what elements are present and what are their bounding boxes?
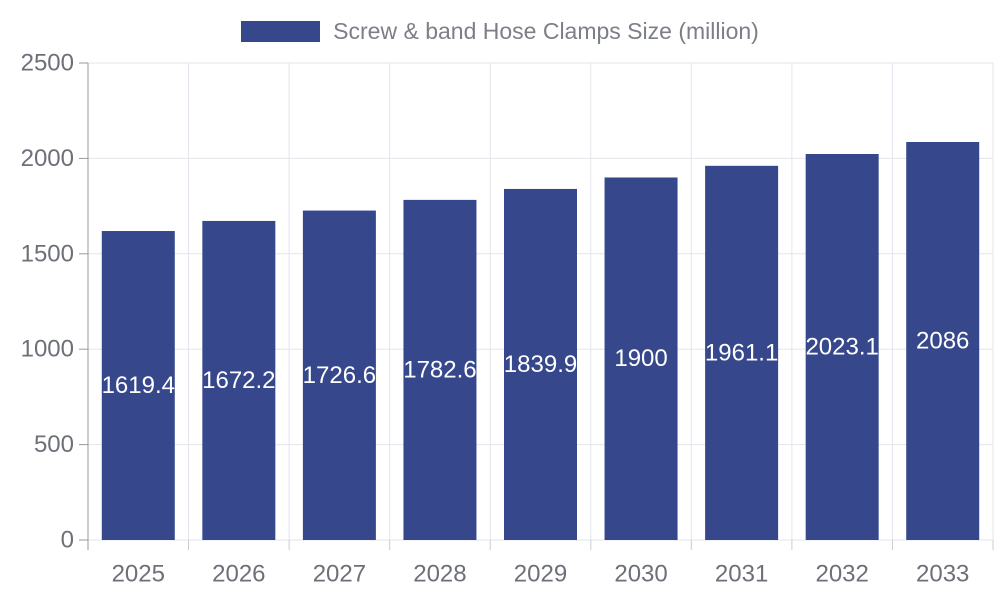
x-axis-tick-label: 2026 [212, 561, 265, 588]
bar-value-label: 1900 [614, 345, 667, 372]
x-axis-tick-label: 2025 [112, 561, 165, 588]
x-axis-tick-label: 2032 [815, 561, 868, 588]
bar-value-label: 1619.4 [102, 372, 175, 399]
bar-value-label: 1726.6 [303, 362, 376, 389]
x-axis-tick-label: 2028 [413, 561, 466, 588]
bar-2028[interactable] [403, 199, 477, 540]
bar-2029[interactable] [504, 188, 577, 540]
y-axis-tick-label: 1500 [21, 240, 74, 267]
x-axis-tick-label: 2027 [313, 561, 366, 588]
x-axis-tick-label: 2029 [514, 561, 567, 588]
x-axis-tick-label: 2030 [614, 561, 667, 588]
bar-value-label: 1782.6 [403, 356, 476, 383]
legend-swatch[interactable] [241, 21, 321, 42]
y-axis-tick-label: 2500 [21, 50, 74, 77]
legend-label[interactable]: Screw & band Hose Clamps Size (million) [333, 18, 759, 44]
bar-value-label: 1672.2 [202, 367, 275, 394]
x-axis-tick-label: 2031 [715, 561, 768, 588]
bar-2031[interactable] [705, 165, 779, 540]
legend[interactable]: Screw & band Hose Clamps Size (million) [0, 18, 1000, 45]
y-axis-tick-label: 2000 [21, 145, 74, 172]
bar-2027[interactable] [302, 210, 376, 541]
bar-2030[interactable] [604, 177, 678, 541]
bar-2026[interactable] [202, 220, 276, 540]
bar-value-label: 1961.1 [705, 339, 778, 366]
y-axis-tick-label: 500 [34, 431, 74, 458]
bar-2032[interactable] [805, 153, 879, 540]
bar-value-label: 2086 [916, 327, 969, 354]
bar-value-label: 2023.1 [805, 333, 878, 360]
y-axis-tick-label: 1000 [21, 336, 74, 363]
bar-2033[interactable] [906, 141, 980, 540]
bar-2025[interactable] [101, 231, 175, 540]
bar-value-label: 1839.9 [504, 351, 577, 378]
x-axis-tick-label: 2033 [916, 561, 969, 588]
y-axis-tick-label: 0 [61, 527, 74, 554]
